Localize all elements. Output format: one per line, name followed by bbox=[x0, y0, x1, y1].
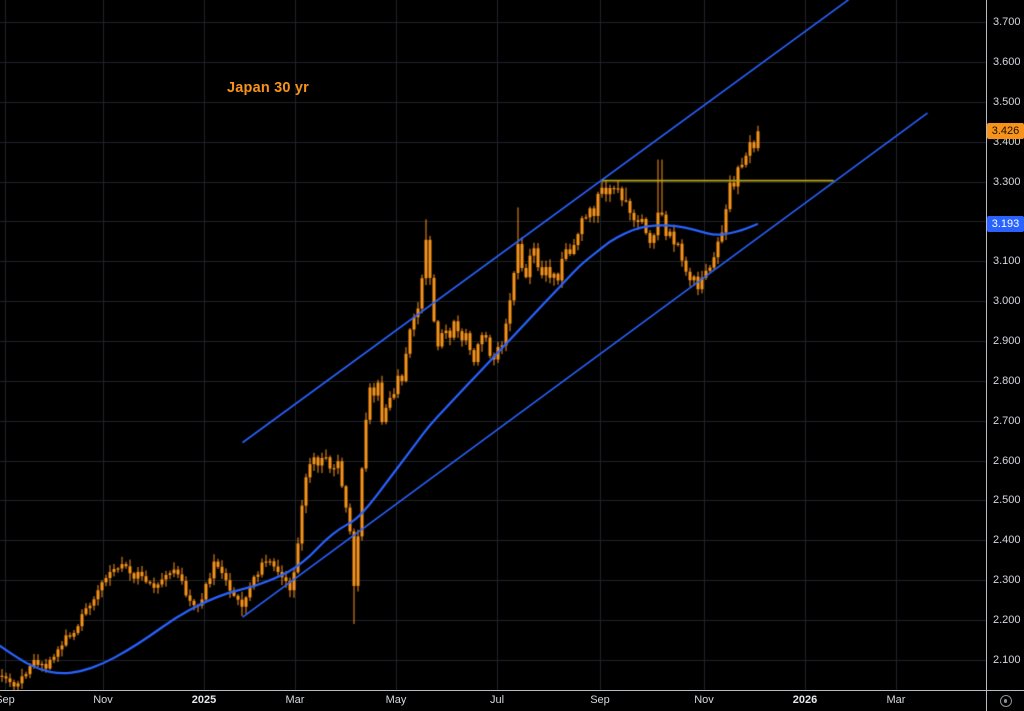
price-tick-label: 2.300 bbox=[993, 574, 1021, 587]
price-tick-label: 2.100 bbox=[993, 653, 1021, 666]
price-tick-label: 2.400 bbox=[993, 534, 1021, 547]
time-tick-label: Nov bbox=[694, 694, 714, 706]
price-tick-label: 3.100 bbox=[993, 255, 1021, 268]
time-axis-border bbox=[0, 690, 1024, 691]
price-tick-label: 3.300 bbox=[993, 175, 1021, 188]
price-tick-label: 3.500 bbox=[993, 95, 1021, 108]
time-tick-label: 2025 bbox=[191, 694, 217, 706]
price-tick-label: 2.800 bbox=[993, 374, 1021, 387]
price-tick-label: 2.900 bbox=[993, 335, 1021, 347]
price-chart-pane[interactable] bbox=[0, 0, 986, 690]
axis-settings-button[interactable] bbox=[987, 691, 1024, 711]
time-tick-label: Sep bbox=[0, 694, 15, 706]
price-tick-label: 3.000 bbox=[993, 295, 1021, 308]
time-tick-label: Jul bbox=[489, 694, 505, 706]
last-price-badge: 3.426 bbox=[987, 123, 1024, 140]
time-tick-label: Sep bbox=[590, 694, 610, 706]
price-scale-settings-icon bbox=[999, 695, 1012, 707]
price-axis[interactable]: 3.700 3.600 3.500 3.400 3.300 3.100 3.000 2.900… bbox=[987, 0, 1024, 690]
time-axis[interactable]: Sep Nov 2025 Mar May Jul Sep Nov 2026 Mar bbox=[0, 691, 986, 711]
price-tick-label: 3.700 bbox=[993, 16, 1021, 28]
time-tick-label: 2026 bbox=[792, 694, 818, 706]
time-tick-label: Mar bbox=[886, 694, 906, 706]
price-axis-border bbox=[986, 0, 987, 711]
time-tick-label: Nov bbox=[93, 694, 113, 706]
price-tick-label: 2.600 bbox=[993, 454, 1021, 467]
price-tick-label: 2.500 bbox=[993, 494, 1021, 507]
ma-value-badge: 3.193 bbox=[987, 216, 1024, 233]
symbol-title-note: Japan 30 yr bbox=[227, 80, 309, 96]
time-tick-label: May bbox=[385, 694, 407, 706]
price-tick-label: 2.200 bbox=[993, 614, 1021, 626]
price-tick-label: 3.600 bbox=[993, 55, 1021, 68]
price-tick-label: 2.700 bbox=[993, 414, 1021, 427]
time-tick-label: Mar bbox=[285, 694, 305, 706]
